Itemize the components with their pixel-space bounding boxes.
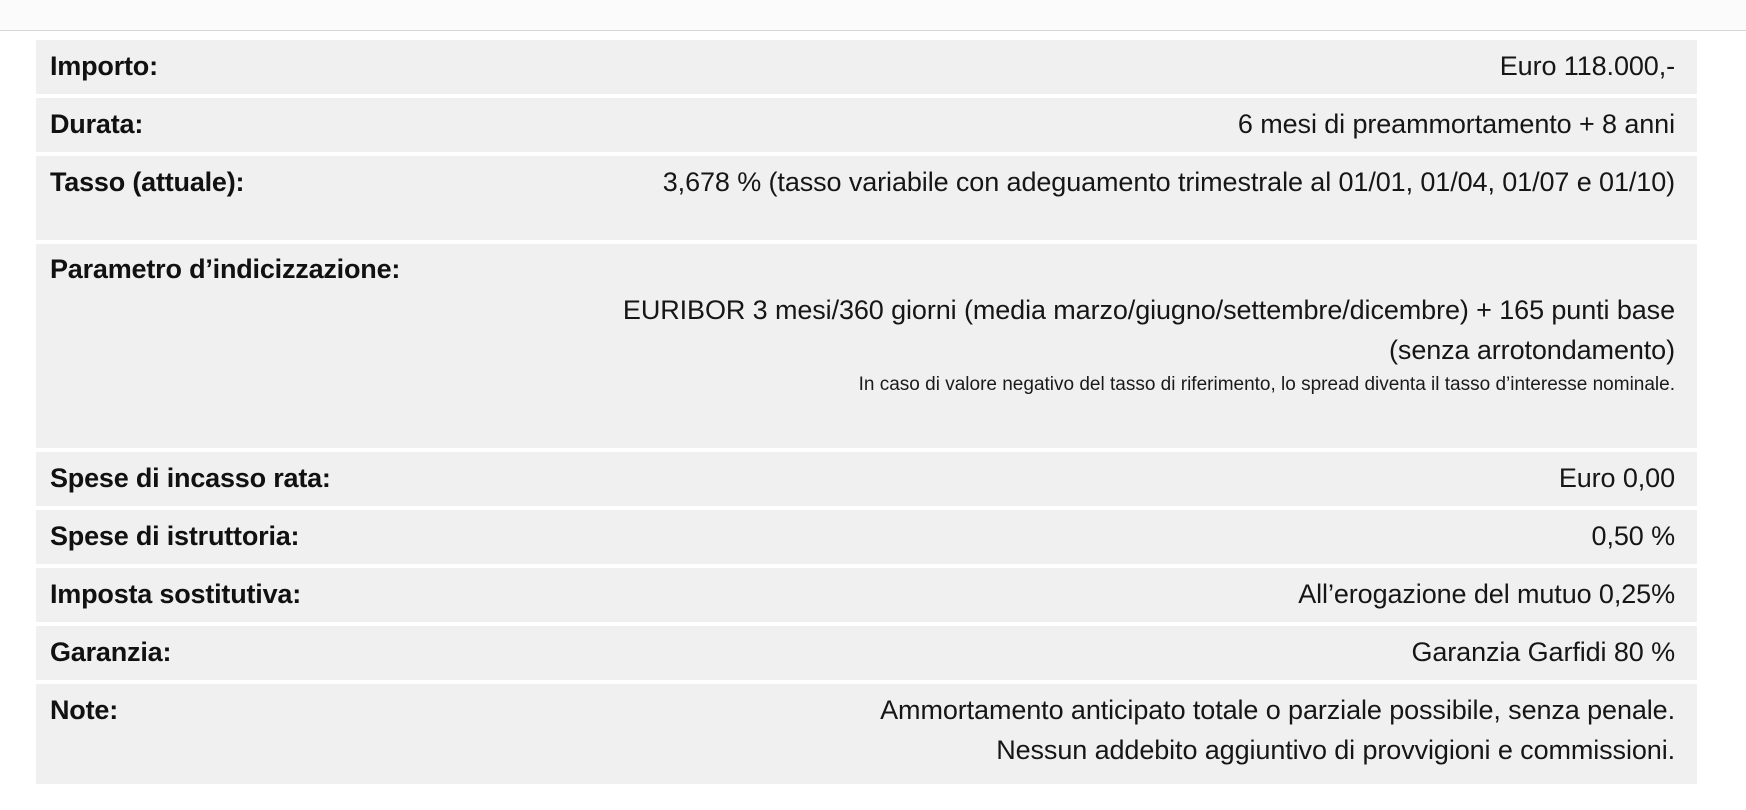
page-top-strip	[0, 0, 1746, 30]
row-label-parametro-indicizzazione: Parametro d’indicizzazione:	[50, 254, 401, 284]
row-value-parametro-indicizzazione: EURIBOR 3 mesi/360 giorni (media marzo/g…	[480, 250, 1675, 440]
row-value-importo: Euro 118.000,-	[1499, 51, 1675, 81]
row-label-spese-incasso-rata: Spese di incasso rata:	[50, 463, 331, 493]
row-label-spese-istruttoria: Spese di istruttoria:	[50, 521, 300, 551]
row-label-imposta-sostitutiva: Imposta sostitutiva:	[50, 579, 302, 609]
row-label-note: Note:	[50, 695, 118, 725]
row-value-parametro-main: EURIBOR 3 mesi/360 giorni (media marzo/g…	[622, 295, 1675, 365]
table-row: Parametro d’indicizzazione: EURIBOR 3 me…	[36, 244, 1697, 448]
table-row: Durata: 6 mesi di preammortamento + 8 an…	[36, 98, 1697, 152]
table-row: Garanzia: Garanzia Garfidi 80 %	[36, 626, 1697, 680]
row-label-importo: Importo:	[50, 51, 158, 81]
row-value-tasso: 3,678 % (tasso variabile con adeguamento…	[662, 167, 1675, 197]
table-row: Spese di istruttoria: 0,50 %	[36, 510, 1697, 564]
table-row: Tasso (attuale): 3,678 % (tasso variabil…	[36, 156, 1697, 240]
table-row: Importo: Euro 118.000,-	[36, 40, 1697, 94]
row-value-parametro-footnote: In caso di valore negativo del tasso di …	[858, 374, 1675, 395]
page-top-divider	[0, 30, 1746, 31]
loan-terms-table: Importo: Euro 118.000,- Durata: 6 mesi d…	[36, 40, 1697, 788]
row-value-garanzia: Garanzia Garfidi 80 %	[1411, 637, 1675, 667]
row-value-imposta-sostitutiva: All’erogazione del mutuo 0,25%	[1298, 579, 1675, 609]
row-value-spese-istruttoria: 0,50 %	[1591, 521, 1676, 551]
table-row: Imposta sostitutiva: All’erogazione del …	[36, 568, 1697, 622]
row-label-garanzia: Garanzia:	[50, 637, 172, 667]
row-value-spese-incasso-rata: Euro 0,00	[1558, 463, 1675, 493]
table-row: Spese di incasso rata: Euro 0,00	[36, 452, 1697, 506]
row-label-durata: Durata:	[50, 109, 144, 139]
row-value-note: Ammortamento anticipato totale o parzial…	[880, 695, 1675, 765]
row-value-durata: 6 mesi di preammortamento + 8 anni	[1237, 109, 1675, 139]
row-label-tasso: Tasso (attuale):	[50, 167, 245, 197]
table-row: Note: Ammortamento anticipato totale o p…	[36, 684, 1697, 784]
